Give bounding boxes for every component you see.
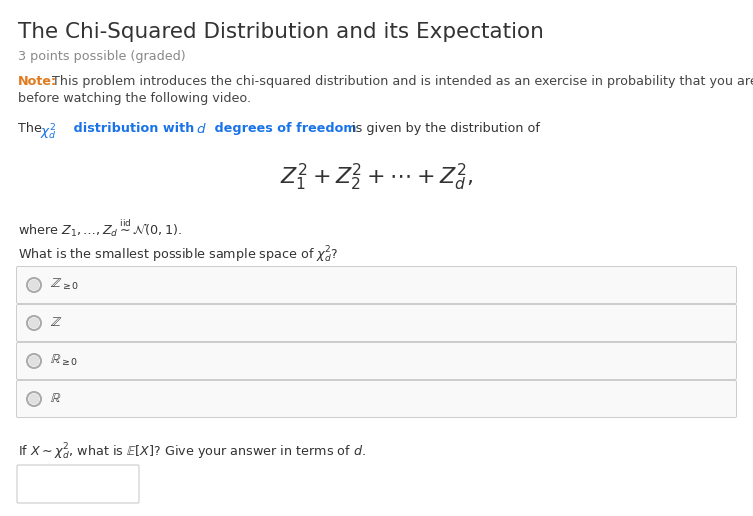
- Text: $\mathbb{Z}_{\geq 0}$: $\mathbb{Z}_{\geq 0}$: [50, 277, 79, 292]
- Text: This problem introduces the chi-squared distribution and is intended as an exerc: This problem introduces the chi-squared …: [52, 75, 753, 88]
- Circle shape: [29, 280, 39, 291]
- FancyBboxPatch shape: [17, 380, 736, 417]
- Text: $\chi_d^2$: $\chi_d^2$: [40, 122, 56, 142]
- FancyBboxPatch shape: [17, 304, 736, 342]
- Circle shape: [29, 356, 39, 366]
- Text: If $X \sim \chi_d^2$, what is $\mathbb{E}\left[X\right]$? Give your answer in te: If $X \sim \chi_d^2$, what is $\mathbb{E…: [18, 442, 366, 462]
- FancyBboxPatch shape: [17, 343, 736, 379]
- Text: is given by the distribution of: is given by the distribution of: [348, 122, 540, 135]
- Circle shape: [29, 394, 39, 405]
- Text: distribution with: distribution with: [69, 122, 199, 135]
- FancyBboxPatch shape: [17, 465, 139, 503]
- Text: $\mathbb{Z}$: $\mathbb{Z}$: [50, 315, 62, 329]
- Text: $\mathbb{R}_{\geq 0}$: $\mathbb{R}_{\geq 0}$: [50, 352, 78, 367]
- Text: Note:: Note:: [18, 75, 57, 88]
- Text: What is the smallest possible sample space of $\chi_d^2$?: What is the smallest possible sample spa…: [18, 245, 339, 265]
- Text: before watching the following video.: before watching the following video.: [18, 92, 251, 105]
- Text: The: The: [18, 122, 46, 135]
- Text: $\mathbb{R}$: $\mathbb{R}$: [50, 392, 61, 405]
- Circle shape: [29, 317, 39, 329]
- Text: where $Z_1, \ldots, Z_d \overset{\mathrm{iid}}{\sim} \mathcal{N}(0, 1)$.: where $Z_1, \ldots, Z_d \overset{\mathrm…: [18, 218, 182, 239]
- FancyBboxPatch shape: [17, 266, 736, 303]
- Text: 3 points possible (graded): 3 points possible (graded): [18, 50, 186, 63]
- Text: degrees of freedom: degrees of freedom: [210, 122, 356, 135]
- Text: $d$: $d$: [196, 122, 206, 136]
- Text: The Chi-Squared Distribution and its Expectation: The Chi-Squared Distribution and its Exp…: [18, 22, 544, 42]
- Text: $Z_1^2 + Z_2^2 + \cdots + Z_d^2,$: $Z_1^2 + Z_2^2 + \cdots + Z_d^2,$: [280, 162, 473, 193]
